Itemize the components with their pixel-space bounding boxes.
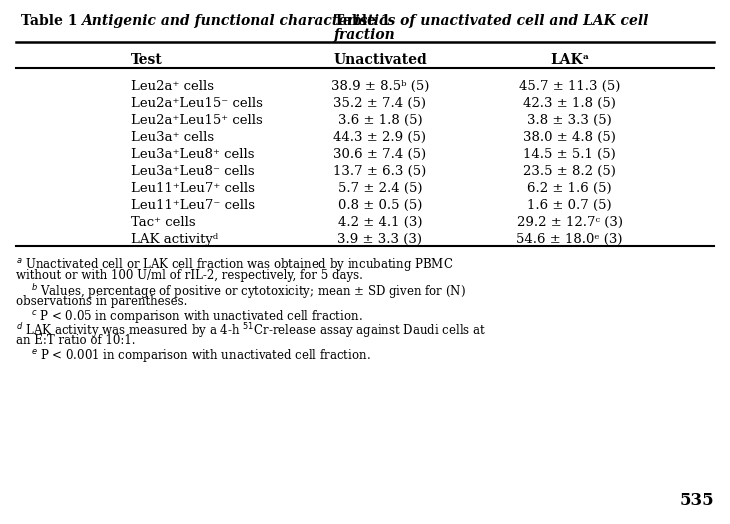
Text: Leu3a⁺Leu8⁺ cells: Leu3a⁺Leu8⁺ cells: [131, 148, 254, 161]
Text: 1.6 ± 0.7 (5): 1.6 ± 0.7 (5): [527, 199, 612, 212]
Text: Leu2a⁺Leu15⁺ cells: Leu2a⁺Leu15⁺ cells: [131, 114, 262, 127]
Text: LAK activityᵈ: LAK activityᵈ: [131, 233, 218, 246]
Text: 38.0 ± 4.8 (5): 38.0 ± 4.8 (5): [523, 131, 616, 144]
Text: Unactivated: Unactivated: [333, 53, 427, 67]
Text: 6.2 ± 1.6 (5): 6.2 ± 1.6 (5): [527, 182, 612, 195]
Text: $^{e}$ P < 0.001 in comparison with unactivated cell fraction.: $^{e}$ P < 0.001 in comparison with unac…: [31, 347, 370, 364]
Text: $^{c}$ P < 0.05 in comparison with unactivated cell fraction.: $^{c}$ P < 0.05 in comparison with unact…: [31, 308, 363, 325]
Text: Leu3a⁺ cells: Leu3a⁺ cells: [131, 131, 214, 144]
Text: Leu3a⁺Leu8⁻ cells: Leu3a⁺Leu8⁻ cells: [131, 165, 254, 178]
Text: Leu2a⁺Leu15⁻ cells: Leu2a⁺Leu15⁻ cells: [131, 97, 262, 110]
Text: 30.6 ± 7.4 (5): 30.6 ± 7.4 (5): [334, 148, 426, 161]
Text: 38.9 ± 8.5ᵇ (5): 38.9 ± 8.5ᵇ (5): [331, 80, 429, 93]
Text: Tac⁺ cells: Tac⁺ cells: [131, 216, 195, 229]
Text: LAKᵃ: LAKᵃ: [550, 53, 589, 67]
Text: an E:T ratio of 10:1.: an E:T ratio of 10:1.: [16, 334, 135, 347]
Text: 3.9 ± 3.3 (3): 3.9 ± 3.3 (3): [337, 233, 423, 246]
Text: Leu11⁺Leu7⁺ cells: Leu11⁺Leu7⁺ cells: [131, 182, 254, 195]
Text: 54.6 ± 18.0ᵉ (3): 54.6 ± 18.0ᵉ (3): [516, 233, 623, 246]
Text: $^{a}$ Unactivated cell or LAK cell fraction was obtained by incubating PBMC: $^{a}$ Unactivated cell or LAK cell frac…: [16, 256, 453, 273]
Text: 535: 535: [680, 492, 714, 509]
Text: fraction: fraction: [334, 28, 396, 42]
Text: observations in parentheses.: observations in parentheses.: [16, 295, 187, 308]
Text: Table 1: Table 1: [20, 14, 77, 28]
Text: 44.3 ± 2.9 (5): 44.3 ± 2.9 (5): [334, 131, 426, 144]
Text: 5.7 ± 2.4 (5): 5.7 ± 2.4 (5): [338, 182, 422, 195]
Text: $^{d}$ LAK activity was measured by a 4-h $^{51}$Cr-release assay against Daudi : $^{d}$ LAK activity was measured by a 4-…: [16, 321, 486, 340]
Text: without or with 100 U/ml of rIL-2, respectively, for 5 days.: without or with 100 U/ml of rIL-2, respe…: [16, 269, 363, 282]
Text: Table 1: Table 1: [334, 14, 396, 28]
Text: Antigenic and functional characteristics of unactivated cell and LAK cell: Antigenic and functional characteristics…: [81, 14, 649, 28]
Text: 0.8 ± 0.5 (5): 0.8 ± 0.5 (5): [338, 199, 422, 212]
Text: 14.5 ± 5.1 (5): 14.5 ± 5.1 (5): [523, 148, 616, 161]
Text: $^{b}$ Values, percentage of positive or cytotoxicity; mean ± SD given for (N): $^{b}$ Values, percentage of positive or…: [31, 282, 466, 301]
Text: 13.7 ± 6.3 (5): 13.7 ± 6.3 (5): [334, 165, 426, 178]
Text: 23.5 ± 8.2 (5): 23.5 ± 8.2 (5): [523, 165, 616, 178]
Text: 3.8 ± 3.3 (5): 3.8 ± 3.3 (5): [527, 114, 612, 127]
Text: 45.7 ± 11.3 (5): 45.7 ± 11.3 (5): [519, 80, 620, 93]
Text: Leu2a⁺ cells: Leu2a⁺ cells: [131, 80, 213, 93]
Text: 29.2 ± 12.7ᶜ (3): 29.2 ± 12.7ᶜ (3): [517, 216, 623, 229]
Text: 42.3 ± 1.8 (5): 42.3 ± 1.8 (5): [523, 97, 616, 110]
Text: Test: Test: [131, 53, 162, 67]
Text: Leu11⁺Leu7⁻ cells: Leu11⁺Leu7⁻ cells: [131, 199, 255, 212]
Text: 35.2 ± 7.4 (5): 35.2 ± 7.4 (5): [334, 97, 426, 110]
Text: 4.2 ± 4.1 (3): 4.2 ± 4.1 (3): [338, 216, 422, 229]
Text: 3.6 ± 1.8 (5): 3.6 ± 1.8 (5): [338, 114, 422, 127]
